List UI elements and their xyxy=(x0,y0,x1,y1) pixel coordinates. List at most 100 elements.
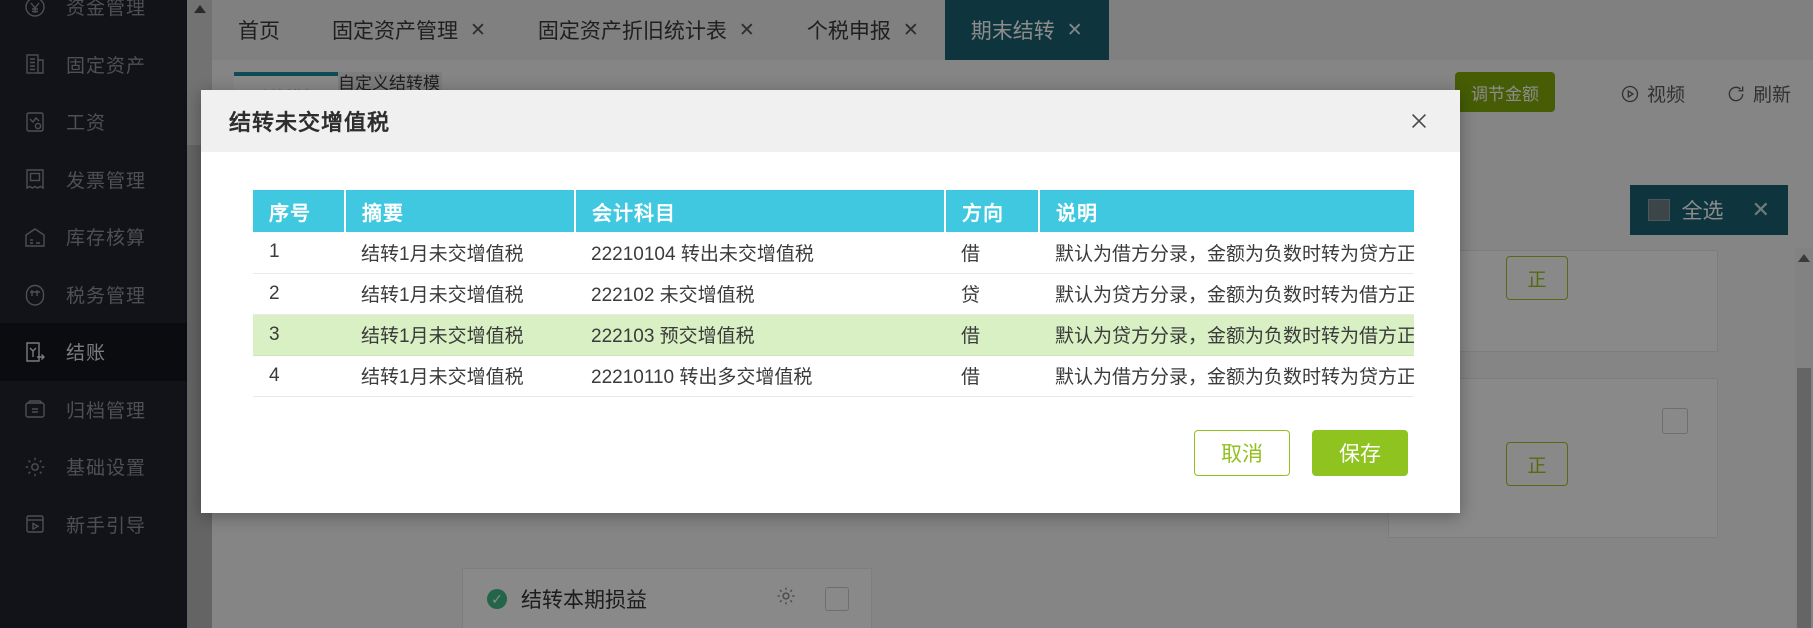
sidebar-item-label: 发票管理 xyxy=(66,170,147,192)
sidebar-item-label: 资金管理 xyxy=(66,0,147,20)
select-all-bar[interactable]: 全选 ✕ xyxy=(1629,185,1788,235)
sidebar-item-税务管理[interactable]: 税务管理 xyxy=(0,266,187,324)
column-header-方向: 方向 xyxy=(945,190,1040,232)
caret-up-icon xyxy=(194,5,206,13)
cell-序号: 3 xyxy=(253,314,345,356)
modal-footer: 取消 保存 xyxy=(201,413,1460,513)
play-guide-icon xyxy=(22,511,48,537)
warehouse-icon xyxy=(22,224,48,250)
vertical-scrollbar[interactable] xyxy=(1795,248,1813,628)
payroll-icon xyxy=(22,109,48,135)
close-icon[interactable]: ✕ xyxy=(1751,197,1770,222)
sidebar: 资金管理 固定资产 工资 xyxy=(0,0,187,628)
sidebar-item-资金管理[interactable]: 资金管理 xyxy=(0,0,187,36)
sidebar-item-label: 归档管理 xyxy=(66,400,147,422)
tax-icon xyxy=(22,281,48,307)
sidebar-item-新手引导[interactable]: 新手引导 xyxy=(0,496,187,554)
tab-close-icon[interactable]: ✕ xyxy=(470,19,486,41)
table-row[interactable]: 1 结转1月未交增值税 22210104 转出未交增值税 借 默认为借方分录，金… xyxy=(253,232,1414,274)
cell-序号: 1 xyxy=(253,232,345,274)
modal-title: 结转未交增值税 xyxy=(229,110,391,135)
list-item[interactable]: ✓ 结转本期损益 xyxy=(462,568,872,628)
video-link[interactable]: 视频 xyxy=(1620,80,1685,107)
tab-label: 个税申报 xyxy=(806,20,891,43)
save-button[interactable]: 保存 xyxy=(1312,430,1408,476)
sidebar-item-工资[interactable]: 工资 xyxy=(0,93,187,151)
direction-button[interactable]: 正 xyxy=(1506,442,1568,486)
gear-icon xyxy=(22,454,48,480)
sidebar-item-label: 税务管理 xyxy=(66,285,147,307)
table-row[interactable]: 3 结转1月未交增值税 222103 预交增值税 借 默认为贷方分录，金额为负数… xyxy=(253,314,1414,356)
cell-说明: 默认为贷方分录，金额为负数时转为借方正数 xyxy=(1039,273,1414,315)
sidebar-item-label: 结账 xyxy=(66,343,107,365)
invoice-icon xyxy=(22,166,48,192)
video-link-label: 视频 xyxy=(1646,85,1685,106)
gear-icon[interactable] xyxy=(775,585,797,612)
cell-序号: 4 xyxy=(253,355,345,397)
cell-会计科目: 222102 未交增值税 xyxy=(575,273,945,315)
cell-会计科目: 22210104 转出未交增值税 xyxy=(575,232,945,274)
cell-摘要: 结转1月未交增值税 xyxy=(345,314,575,356)
sidebar-item-发票管理[interactable]: 发票管理 xyxy=(0,151,187,209)
row-checkbox[interactable] xyxy=(1662,408,1688,434)
column-header-会计科目: 会计科目 xyxy=(575,190,946,232)
modal-body: 序号 摘要 会计科目 方向 说明 1 结转1月未交增值税 22210104 转出… xyxy=(201,152,1460,413)
refresh-link[interactable]: 刷新 xyxy=(1726,80,1791,107)
cell-摘要: 结转1月未交增值税 xyxy=(345,355,575,397)
cell-说明: 默认为贷方分录，金额为负数时转为借方正数 xyxy=(1039,314,1414,356)
table-row[interactable]: 2 结转1月未交增值税 222102 未交增值税 贷 默认为贷方分录，金额为负数… xyxy=(253,273,1414,315)
column-header-序号: 序号 xyxy=(253,190,346,232)
adjust-amount-button[interactable]: 调节金额 xyxy=(1455,72,1555,112)
select-all-label: 全选 xyxy=(1681,200,1724,223)
tab-label: 首页 xyxy=(238,20,280,43)
list-item-label: 结转本期损益 xyxy=(521,588,647,612)
sidebar-item-label: 库存核算 xyxy=(66,228,147,250)
tab-个税申报[interactable]: 个税申报 ✕ xyxy=(781,0,945,60)
tab-bar: 首页 固定资产管理 ✕ 固定资产折旧统计表 ✕ 个税申报 ✕ 期末结转 ✕ xyxy=(212,0,1813,60)
cell-会计科目: 222103 预交增值税 xyxy=(575,314,945,356)
table-head: 序号 摘要 会计科目 方向 说明 xyxy=(253,190,1414,232)
row-checkbox[interactable] xyxy=(825,586,849,611)
cell-方向: 借 xyxy=(945,314,1039,356)
sidebar-item-固定资产[interactable]: 固定资产 xyxy=(0,36,187,94)
table-row[interactable]: 4 结转1月未交增值税 22210110 转出多交增值税 借 默认为借方分录，金… xyxy=(253,355,1414,397)
sidebar-item-label: 固定资产 xyxy=(66,55,147,77)
refresh-link-label: 刷新 xyxy=(1752,85,1791,106)
settle-icon xyxy=(22,339,48,365)
tab-label: 期末结转 xyxy=(970,20,1055,43)
sidebar-item-label: 工资 xyxy=(66,113,107,135)
cell-摘要: 结转1月未交增值税 xyxy=(345,273,575,315)
close-icon[interactable] xyxy=(1402,104,1436,138)
cell-说明: 默认为借方分录，金额为负数时转为贷方正数 xyxy=(1039,232,1414,274)
tab-首页[interactable]: 首页 xyxy=(212,0,306,60)
column-header-说明: 说明 xyxy=(1039,190,1414,232)
scrollbar-thumb[interactable] xyxy=(1797,368,1811,628)
carry-forward-vat-dialog: 结转未交增值税 序号 摘要 会计科目 方向 说明 xyxy=(201,90,1460,513)
cell-会计科目: 22210110 转出多交增值税 xyxy=(575,355,945,397)
caret-up-icon[interactable] xyxy=(1798,254,1810,262)
tab-固定资产折旧统计表[interactable]: 固定资产折旧统计表 ✕ xyxy=(512,0,781,60)
cancel-button[interactable]: 取消 xyxy=(1194,430,1290,476)
tab-期末结转[interactable]: 期末结转 ✕ xyxy=(944,0,1109,60)
cell-方向: 借 xyxy=(945,232,1039,274)
building-icon xyxy=(22,51,48,77)
refresh-icon xyxy=(1728,86,1744,101)
sidebar-item-label: 新手引导 xyxy=(66,515,147,537)
tab-label: 固定资产折旧统计表 xyxy=(537,20,727,43)
cell-摘要: 结转1月未交增值税 xyxy=(345,232,575,274)
tab-label: 固定资产管理 xyxy=(332,20,458,43)
cell-序号: 2 xyxy=(253,273,345,315)
sidebar-item-归档管理[interactable]: 归档管理 xyxy=(0,381,187,439)
direction-button[interactable]: 正 xyxy=(1506,256,1568,300)
sidebar-item-库存核算[interactable]: 库存核算 xyxy=(0,208,187,266)
tab-close-icon[interactable]: ✕ xyxy=(738,19,755,41)
select-all-checkbox[interactable] xyxy=(1647,199,1670,221)
archive-icon xyxy=(22,396,48,422)
tab-close-icon[interactable]: ✕ xyxy=(1066,19,1083,41)
tab-固定资产管理[interactable]: 固定资产管理 ✕ xyxy=(306,0,512,60)
sidebar-item-结账[interactable]: 结账 xyxy=(0,323,187,381)
cell-方向: 贷 xyxy=(945,273,1039,315)
sidebar-item-基础设置[interactable]: 基础设置 xyxy=(0,438,187,496)
tab-close-icon[interactable]: ✕ xyxy=(902,19,919,41)
modal-header: 结转未交增值税 xyxy=(201,90,1460,152)
